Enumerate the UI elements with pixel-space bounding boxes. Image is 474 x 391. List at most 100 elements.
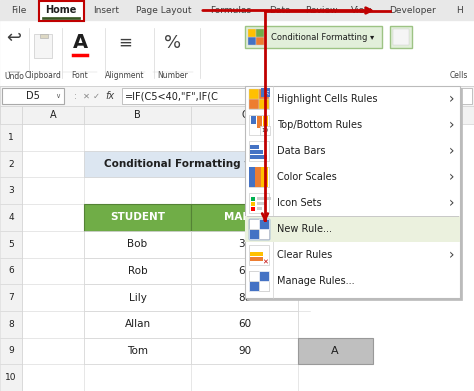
Text: ✓: ✓ [92,91,100,100]
Text: Manage Rules...: Manage Rules... [277,276,355,286]
Bar [249,89,269,109]
Bar [0,151,22,178]
Text: 4: 4 [8,213,14,222]
Bar [84,311,191,337]
Bar [0,106,474,124]
Text: 80: 80 [238,292,251,303]
Bar [42,17,80,19]
Bar [249,271,269,291]
Bar [257,116,262,128]
Bar [249,167,269,187]
Bar [298,337,373,364]
Text: Rob: Rob [128,266,147,276]
Text: Page Layout: Page Layout [136,6,192,15]
Bar [250,257,263,261]
Bar [256,29,264,37]
Text: New Rule...: New Rule... [277,224,332,234]
Text: ›: › [449,248,455,262]
Text: ✕: ✕ [262,259,268,265]
Bar [191,204,298,231]
Bar [0,86,474,106]
Text: Insert: Insert [93,6,119,15]
Bar [245,216,460,242]
Bar [390,26,412,48]
Bar [257,202,266,205]
Bar [247,88,462,300]
Bar [191,231,298,258]
Bar [40,34,48,38]
Text: 3: 3 [8,186,14,195]
Bar [249,229,259,239]
Bar [249,89,259,99]
Text: Lily: Lily [128,292,146,303]
Text: Formulas: Formulas [210,6,252,15]
Text: Allan: Allan [125,319,151,329]
Bar [249,245,269,265]
Text: Data: Data [269,6,291,15]
Bar [191,258,298,284]
Bar [250,252,263,256]
Text: 90: 90 [238,346,251,356]
Text: Color Scales: Color Scales [277,172,337,182]
Text: Conditional Formatting ▾: Conditional Formatting ▾ [271,32,374,41]
Text: 8: 8 [8,320,14,329]
Bar [191,311,298,337]
Bar [84,106,191,124]
Text: Clear Rules: Clear Rules [277,250,332,260]
Text: ✕: ✕ [82,91,90,100]
Text: 60: 60 [238,319,251,329]
Bar [313,106,353,124]
Text: %: % [164,34,182,52]
Text: fx: fx [105,91,115,101]
Text: Review: Review [305,6,337,15]
Bar [191,337,298,364]
Text: ∨: ∨ [55,93,61,99]
Bar [0,311,22,337]
Text: 7: 7 [8,293,14,302]
Bar [249,271,259,281]
Bar [249,115,269,135]
Text: Icon Sets: Icon Sets [277,198,322,208]
Text: Font: Font [72,70,88,79]
Bar [261,88,270,97]
Text: 2: 2 [8,160,14,169]
Bar [84,204,191,231]
Bar [249,281,259,291]
Bar [259,89,269,99]
Text: 1: 1 [8,133,14,142]
Text: MARKS: MARKS [224,212,265,222]
Bar [0,124,474,391]
Bar [0,284,22,311]
Text: View: View [351,6,373,15]
Text: Conditional Formatting with I: Conditional Formatting with I [104,159,278,169]
Bar [257,197,271,200]
Text: B: B [134,110,141,120]
Bar [259,219,269,229]
Bar [22,106,84,124]
Bar [0,337,22,364]
Bar [298,106,313,124]
Text: Bob: Bob [128,239,147,249]
Text: 9: 9 [8,346,14,355]
Bar [0,178,22,204]
Text: E: E [330,110,336,120]
Bar [0,21,474,86]
Text: =IF(C5<40,"F",IF(C: =IF(C5<40,"F",IF(C [125,91,219,101]
Text: Data Bars: Data Bars [277,146,326,156]
Bar [249,99,259,109]
Bar [38,0,84,21]
Bar [249,219,259,229]
Text: A: A [331,346,339,356]
Text: 10: 10 [5,373,17,382]
Text: Alignment: Alignment [105,70,145,79]
Bar [191,284,298,311]
Text: Undo: Undo [4,72,24,81]
Bar [259,271,269,281]
Text: A: A [73,32,88,52]
Text: Tom: Tom [127,346,148,356]
Text: Top/Bottom Rules: Top/Bottom Rules [277,120,362,130]
Bar [122,88,472,104]
Bar [251,202,255,206]
Text: ›: › [449,118,455,132]
Text: 6: 6 [8,266,14,275]
